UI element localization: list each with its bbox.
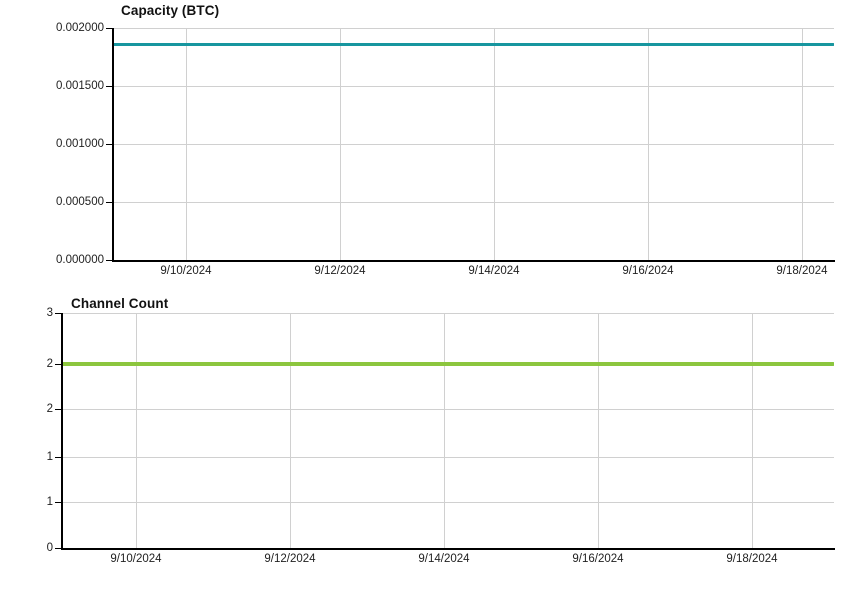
y-tick-label: 0.001000: [56, 138, 104, 150]
gridline-v: [598, 313, 599, 548]
data-point-marker: [416, 43, 418, 46]
x-tick-label: 9/12/2024: [264, 553, 316, 565]
gridline-v: [752, 313, 753, 548]
y-tick-label: 0.001500: [56, 80, 104, 92]
capacity-series-line: [113, 43, 834, 46]
y-tick-label: 2: [46, 403, 53, 415]
capacity-x-axis: [112, 260, 835, 262]
gridline-h: [113, 202, 834, 203]
data-point-marker: [570, 43, 572, 46]
gridline-h: [62, 457, 834, 458]
channel-chart-title: Channel Count: [71, 296, 169, 311]
x-tick-label: 9/12/2024: [314, 265, 366, 277]
capacity-y-axis: [112, 28, 114, 261]
y-tick-label: 2: [46, 358, 53, 370]
y-tick-mark: [55, 409, 61, 411]
data-point-marker: [801, 43, 803, 46]
y-tick-mark: [106, 260, 112, 262]
data-point-marker: [493, 43, 495, 46]
gridline-h: [113, 86, 834, 87]
x-tick-label: 9/18/2024: [726, 553, 778, 565]
gridline-h: [62, 313, 834, 314]
capacity-plot-area: [113, 28, 834, 260]
gridline-h: [62, 409, 834, 410]
data-point-marker: [647, 43, 649, 46]
x-tick-label: 9/10/2024: [160, 265, 212, 277]
y-tick-mark: [106, 28, 112, 30]
gridline-v: [802, 28, 803, 260]
y-tick-mark: [106, 202, 112, 204]
x-tick-label: 9/10/2024: [110, 553, 162, 565]
capacity-chart-panel: Capacity (BTC) 0.002000 0.001500 0.00100…: [0, 0, 860, 290]
data-point-marker: [262, 43, 264, 46]
gridline-h: [62, 502, 834, 503]
x-tick-label: 9/18/2024: [776, 265, 828, 277]
x-tick-label: 9/16/2024: [622, 265, 674, 277]
y-tick-label: 0.002000: [56, 22, 104, 34]
channel-x-axis: [61, 548, 835, 550]
channel-chart-panel: Channel Count 3 2 2 1 1 0 9/10/2024 9/12…: [0, 290, 860, 600]
gridline-v: [290, 313, 291, 548]
gridline-h: [113, 28, 834, 29]
capacity-chart-title: Capacity (BTC): [121, 3, 220, 18]
y-tick-label: 0: [46, 542, 53, 554]
data-point-marker: [339, 43, 341, 46]
gridline-v: [444, 313, 445, 548]
gridline-h: [113, 144, 834, 145]
y-tick-mark: [55, 364, 61, 366]
y-tick-mark: [106, 86, 112, 88]
gridline-v: [186, 28, 187, 260]
gridline-v: [648, 28, 649, 260]
y-tick-label: 0.000500: [56, 196, 104, 208]
x-tick-label: 9/14/2024: [468, 265, 520, 277]
channel-y-axis: [61, 313, 63, 549]
y-tick-label: 1: [46, 451, 53, 463]
y-tick-label: 0.000000: [56, 254, 104, 266]
y-tick-mark: [55, 502, 61, 504]
y-tick-mark: [55, 548, 61, 550]
x-tick-label: 9/14/2024: [418, 553, 470, 565]
channel-plot-area: [62, 313, 834, 548]
x-tick-label: 9/16/2024: [572, 553, 624, 565]
y-tick-label: 3: [46, 307, 53, 319]
gridline-v: [136, 313, 137, 548]
y-tick-mark: [55, 313, 61, 315]
data-point-marker: [185, 43, 187, 46]
data-point-marker: [724, 43, 726, 46]
y-tick-label: 1: [46, 496, 53, 508]
gridline-v: [340, 28, 341, 260]
y-tick-mark: [55, 457, 61, 459]
gridline-v: [494, 28, 495, 260]
y-tick-mark: [106, 144, 112, 146]
channel-series-line: [62, 362, 834, 366]
